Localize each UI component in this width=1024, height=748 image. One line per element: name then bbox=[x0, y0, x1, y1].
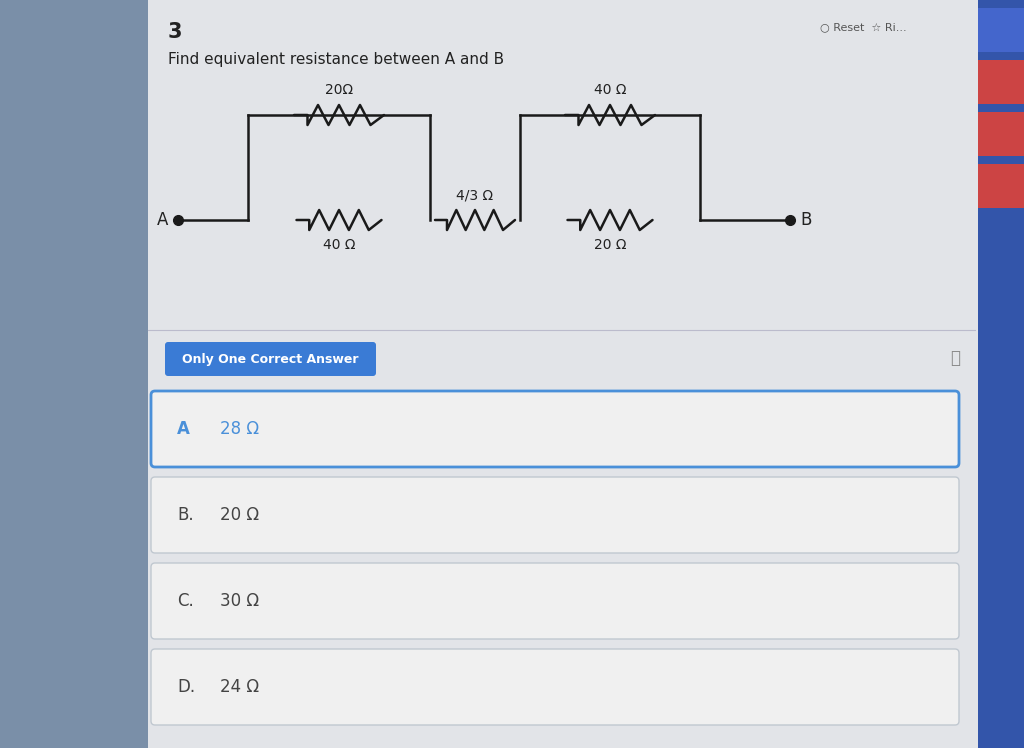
Text: 30 Ω: 30 Ω bbox=[220, 592, 259, 610]
Text: 20 Ω: 20 Ω bbox=[220, 506, 259, 524]
Text: 28 Ω: 28 Ω bbox=[220, 420, 259, 438]
Bar bbox=[978, 8, 1024, 52]
Text: Only One Correct Answer: Only One Correct Answer bbox=[182, 352, 358, 366]
Text: 40 Ω: 40 Ω bbox=[323, 238, 355, 252]
Text: A: A bbox=[177, 420, 189, 438]
FancyBboxPatch shape bbox=[151, 563, 959, 639]
Text: A: A bbox=[157, 211, 168, 229]
Text: C.: C. bbox=[177, 592, 194, 610]
Text: 4/3 Ω: 4/3 Ω bbox=[457, 188, 494, 202]
FancyBboxPatch shape bbox=[151, 391, 959, 467]
Text: 20Ω: 20Ω bbox=[325, 83, 353, 97]
Bar bbox=[148, 0, 978, 748]
Text: Find equivalent resistance between A and B: Find equivalent resistance between A and… bbox=[168, 52, 504, 67]
FancyBboxPatch shape bbox=[165, 342, 376, 376]
Text: D.: D. bbox=[177, 678, 196, 696]
Text: ○ Reset  ☆ Ri...: ○ Reset ☆ Ri... bbox=[820, 22, 906, 32]
Bar bbox=[978, 112, 1024, 156]
FancyBboxPatch shape bbox=[151, 649, 959, 725]
Text: 20 Ω: 20 Ω bbox=[594, 238, 627, 252]
Text: 3: 3 bbox=[168, 22, 182, 42]
Bar bbox=[0, 0, 148, 748]
Bar bbox=[978, 0, 1024, 748]
Text: B: B bbox=[800, 211, 811, 229]
Bar bbox=[978, 60, 1024, 104]
Text: 40 Ω: 40 Ω bbox=[594, 83, 627, 97]
Text: ⓘ: ⓘ bbox=[950, 349, 961, 367]
Bar bbox=[978, 350, 1024, 394]
Text: 24 Ω: 24 Ω bbox=[220, 678, 259, 696]
FancyBboxPatch shape bbox=[151, 477, 959, 553]
Bar bbox=[978, 164, 1024, 208]
Text: B.: B. bbox=[177, 506, 194, 524]
